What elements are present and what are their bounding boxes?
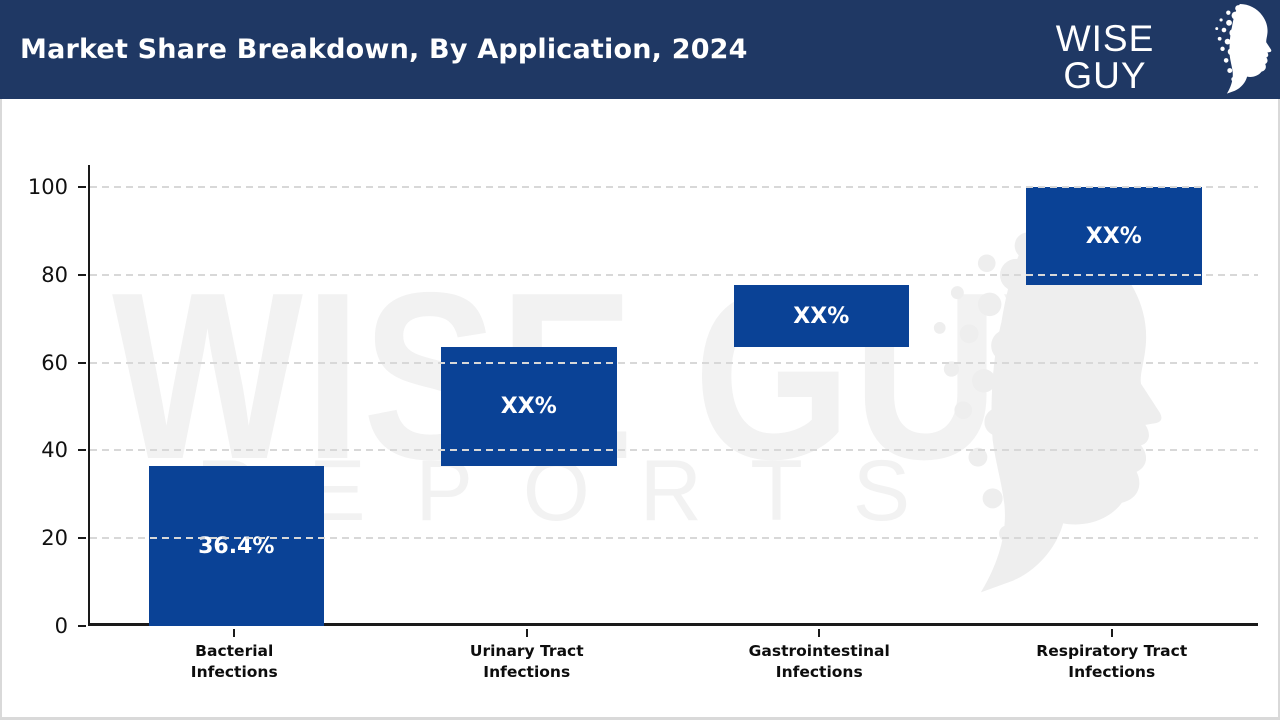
bar: XX% xyxy=(733,285,909,347)
y-axis: 0 20 40 60 80 100 xyxy=(0,165,86,638)
logo-wordmark: WISE GUY xyxy=(1055,18,1155,96)
page-title: Market Share Breakdown, By Application, … xyxy=(20,34,748,65)
y-tick-label: 40 xyxy=(41,438,68,463)
bar-value-label: XX% xyxy=(1085,223,1142,249)
gridline xyxy=(90,449,1258,452)
y-tick-label: 80 xyxy=(41,262,68,287)
y-tick-label: 60 xyxy=(41,350,68,375)
y-tick-label: 0 xyxy=(54,614,68,638)
head-profile-icon xyxy=(1215,4,1272,94)
gridline xyxy=(90,273,1258,276)
x-category-label: Gastrointestinal Infections xyxy=(748,642,890,681)
y-tick-mark xyxy=(78,361,86,364)
gridline xyxy=(90,537,1258,540)
wise-guy-logo: WISE GUY REPORTS xyxy=(1010,2,1272,112)
plot-area: 36.4% XX% XX% XX% xyxy=(88,165,1258,626)
watermark-head-profile-icon xyxy=(933,228,1162,593)
y-tick-mark xyxy=(78,625,86,627)
x-category-label: Respiratory Tract Infections xyxy=(1036,642,1188,681)
x-category-label: Bacterial Infections xyxy=(190,642,278,681)
y-tick-mark xyxy=(78,537,86,540)
bar: 36.4% xyxy=(148,466,324,626)
y-tick-mark xyxy=(78,273,86,276)
bar-value-label: XX% xyxy=(500,393,557,419)
x-tick-mark xyxy=(1110,629,1113,637)
y-tick-mark xyxy=(78,185,86,188)
y-tick-mark xyxy=(78,449,86,452)
x-tick-mark xyxy=(525,629,528,637)
bar: XX% xyxy=(1026,186,1202,286)
x-category-label: Urinary Tract Infections xyxy=(469,642,584,681)
x-tick-mark xyxy=(233,629,236,637)
gridline xyxy=(90,185,1258,188)
bar-value-label: XX% xyxy=(793,303,850,329)
x-axis: Bacterial Infections Urinary Tract Infectio… xyxy=(88,629,1258,699)
bar: XX% xyxy=(441,346,617,467)
header-bar: Market Share Breakdown, By Application, … xyxy=(0,0,1280,112)
watermark-wordmark: WISE GUY xyxy=(112,244,1138,509)
gridline xyxy=(90,361,1258,364)
y-tick-label: 100 xyxy=(27,174,68,199)
x-tick-mark xyxy=(818,629,821,637)
y-tick-label: 20 xyxy=(41,526,68,551)
